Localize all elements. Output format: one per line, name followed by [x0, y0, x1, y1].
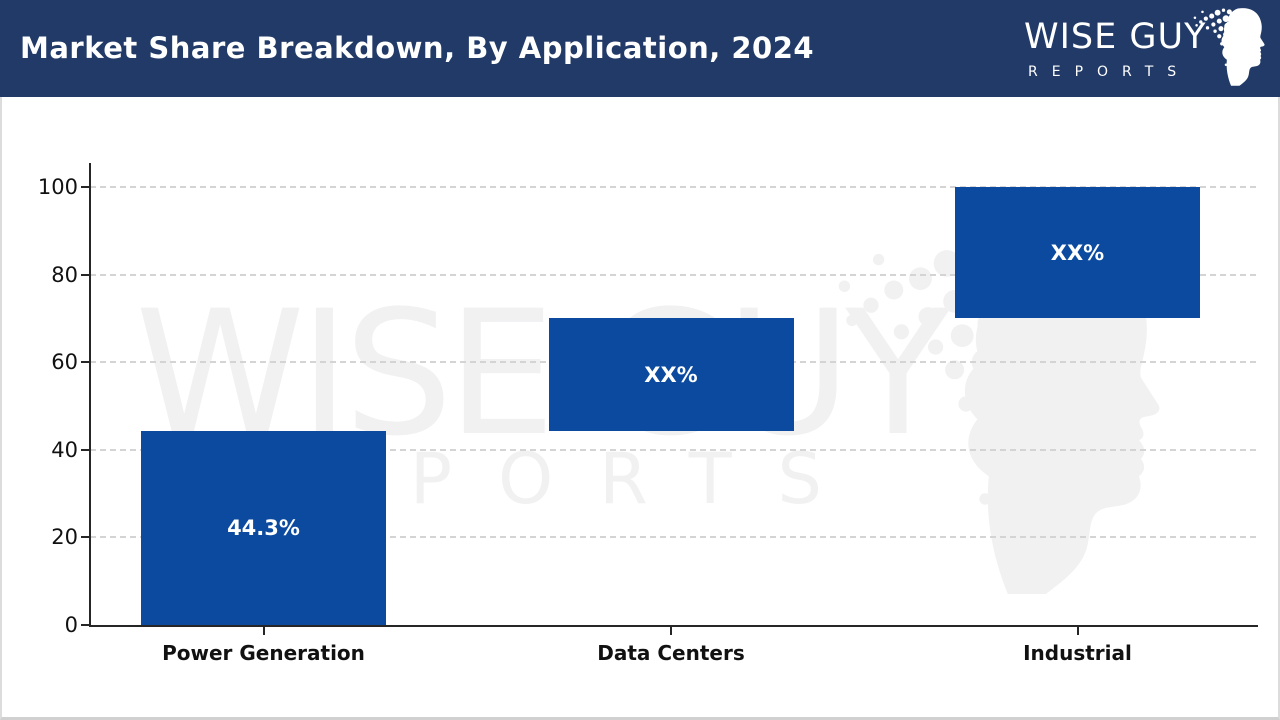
x-axis-line — [89, 625, 1258, 627]
logo-text-line2: REPORTS — [1028, 64, 1190, 80]
bar-segment: XX% — [548, 318, 794, 431]
gridline — [90, 273, 1256, 276]
x-axis-category-label: Power Generation — [162, 641, 365, 665]
y-axis-tick — [81, 273, 90, 276]
y-axis-tick-label: 60 — [51, 350, 78, 375]
x-axis-tick — [1076, 626, 1079, 635]
wise-guy-reports-logo: WISE GUY REPORTS — [1024, 8, 1265, 86]
y-axis-tick-label: 0 — [64, 613, 78, 637]
y-axis-tick-label: 20 — [51, 525, 78, 550]
gridline — [90, 186, 1256, 188]
x-axis-category-label: Data Centers — [597, 641, 745, 665]
y-axis-tick-label: 100 — [37, 175, 78, 199]
y-axis-tick — [81, 361, 90, 364]
x-axis-tick — [262, 626, 265, 635]
gridline — [90, 448, 1256, 451]
chart-title: Market Share Breakdown, By Application, … — [20, 31, 815, 65]
y-axis-tick — [81, 536, 90, 539]
x-axis-tick — [670, 626, 672, 635]
bar-value-label: 44.3% — [227, 515, 300, 540]
bar-segment: 44.3% — [141, 430, 386, 625]
gridline — [90, 536, 1256, 539]
y-axis-tick — [81, 186, 90, 188]
y-axis-line — [89, 163, 91, 627]
y-axis-tick-label: 80 — [51, 262, 78, 287]
bar-segment: XX% — [955, 187, 1200, 319]
logo-text-line1: WISE GUY — [1024, 17, 1207, 57]
bar-value-label: XX% — [1050, 240, 1105, 265]
x-axis-category-label: Industrial — [1023, 641, 1132, 665]
y-axis-tick — [81, 624, 90, 626]
header-bar: Market Share Breakdown, By Application, … — [0, 0, 1280, 97]
y-axis-tick — [81, 448, 90, 451]
bar-value-label: XX% — [644, 362, 698, 387]
y-axis-tick-label: 40 — [51, 437, 78, 462]
